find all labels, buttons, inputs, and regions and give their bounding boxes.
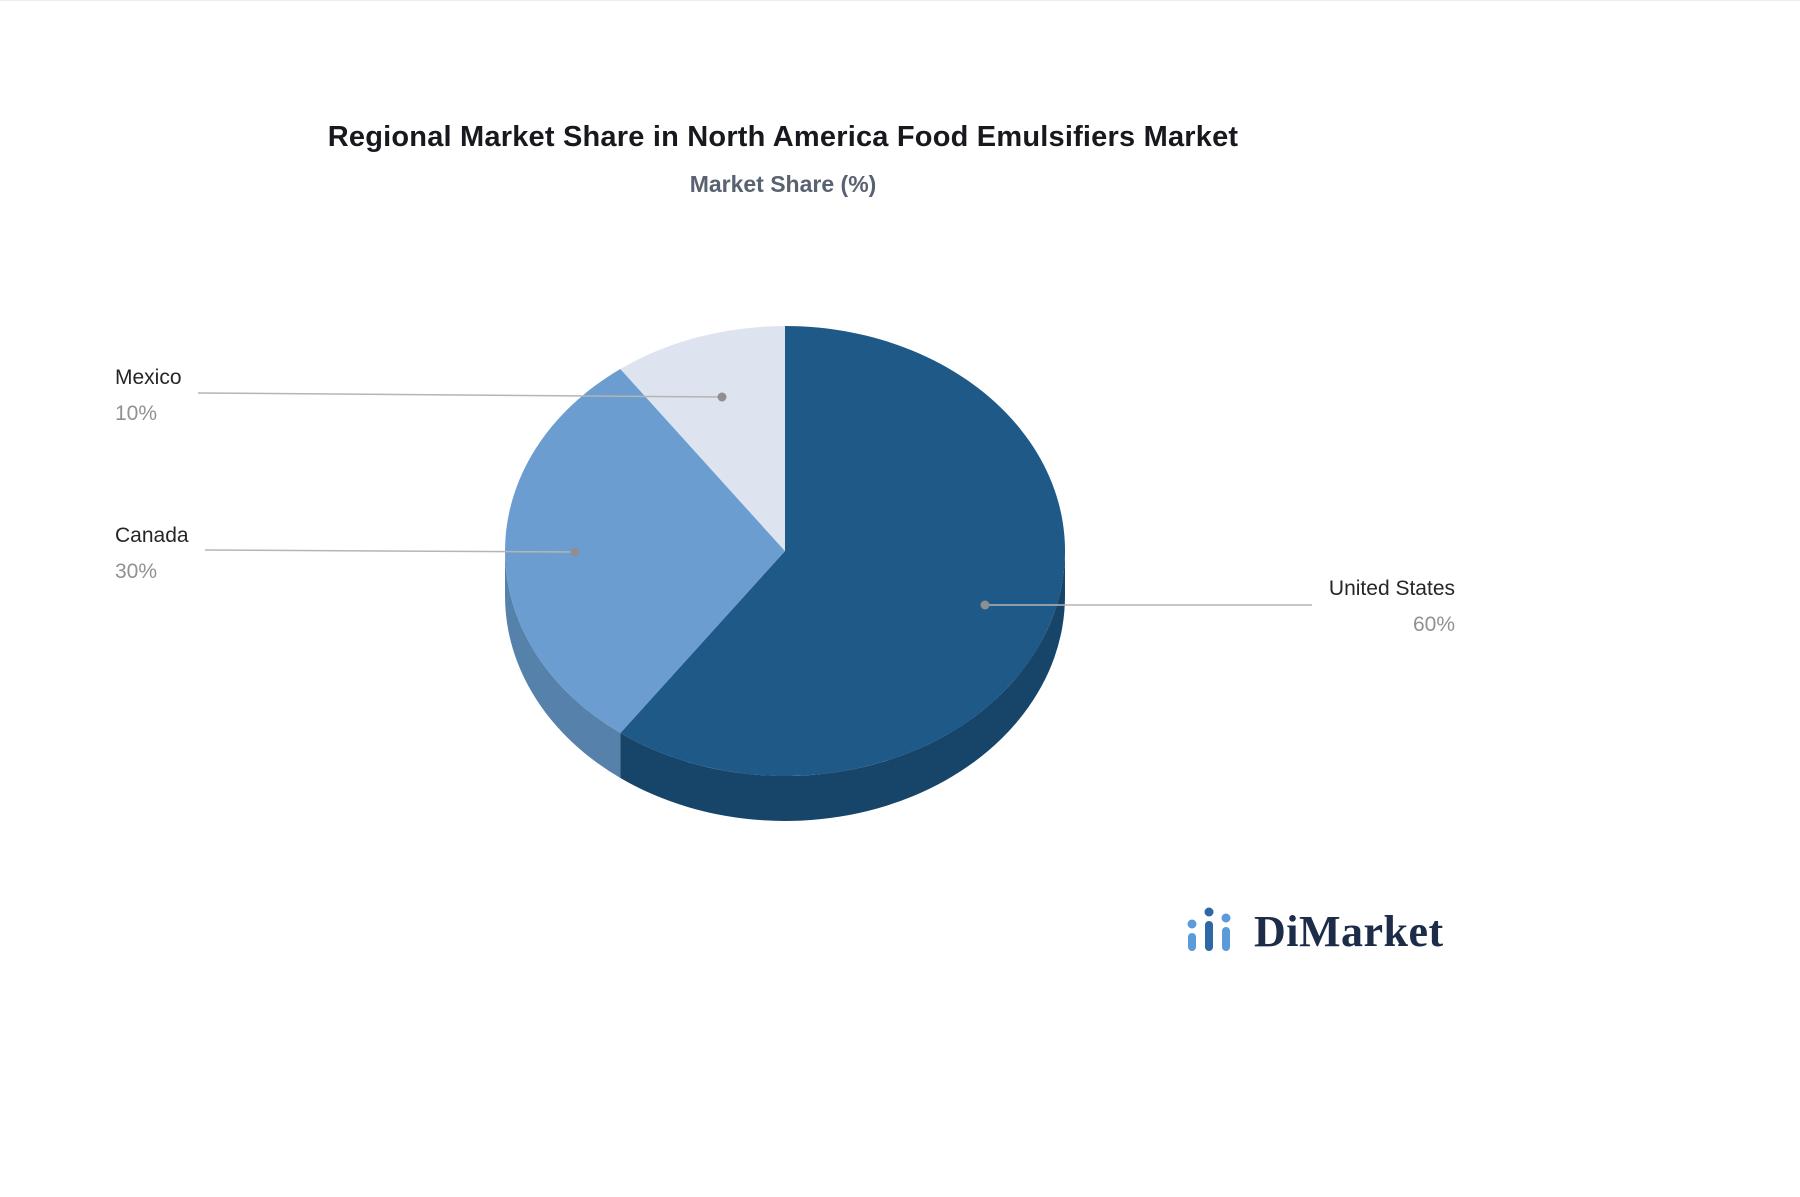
pie-slice-united-states-side (620, 551, 1065, 821)
slice-label-united-states-value: 60% (1412, 613, 1455, 636)
slice-label-canada-name: Canada (115, 524, 189, 547)
slice-label-mexico-name: Mexico (115, 366, 182, 389)
leader-line-mexico (197, 392, 723, 398)
slice-label-united-states: United States 60% (1329, 578, 1455, 635)
slice-label-canada: Canada 30% (115, 525, 189, 582)
pie-slice-canada-side (505, 551, 621, 778)
leader-dot-mexico (717, 392, 727, 402)
leader-dot-united-states (980, 600, 990, 610)
leader-line-canada (204, 549, 576, 553)
pie-slice-mexico[interactable] (620, 326, 785, 551)
chart-subtitle: Market Share (%) (689, 171, 877, 197)
slice-label-mexico-value: 10% (115, 402, 158, 425)
bar-chart-icon (1187, 907, 1231, 951)
brand-logo: DiMarket (1185, 902, 1444, 954)
leader-dot-canada (570, 547, 580, 557)
pie-slice-canada[interactable] (505, 369, 785, 733)
slice-label-united-states-name: United States (1328, 577, 1455, 600)
slice-label-mexico: Mexico 10% (115, 367, 182, 424)
slice-label-canada-value: 30% (115, 560, 158, 583)
chart-title: Regional Market Share in North America F… (327, 121, 1239, 153)
brand-logo-text: DiMarket (1254, 907, 1444, 956)
pie-slice-united-states[interactable] (620, 326, 1066, 776)
